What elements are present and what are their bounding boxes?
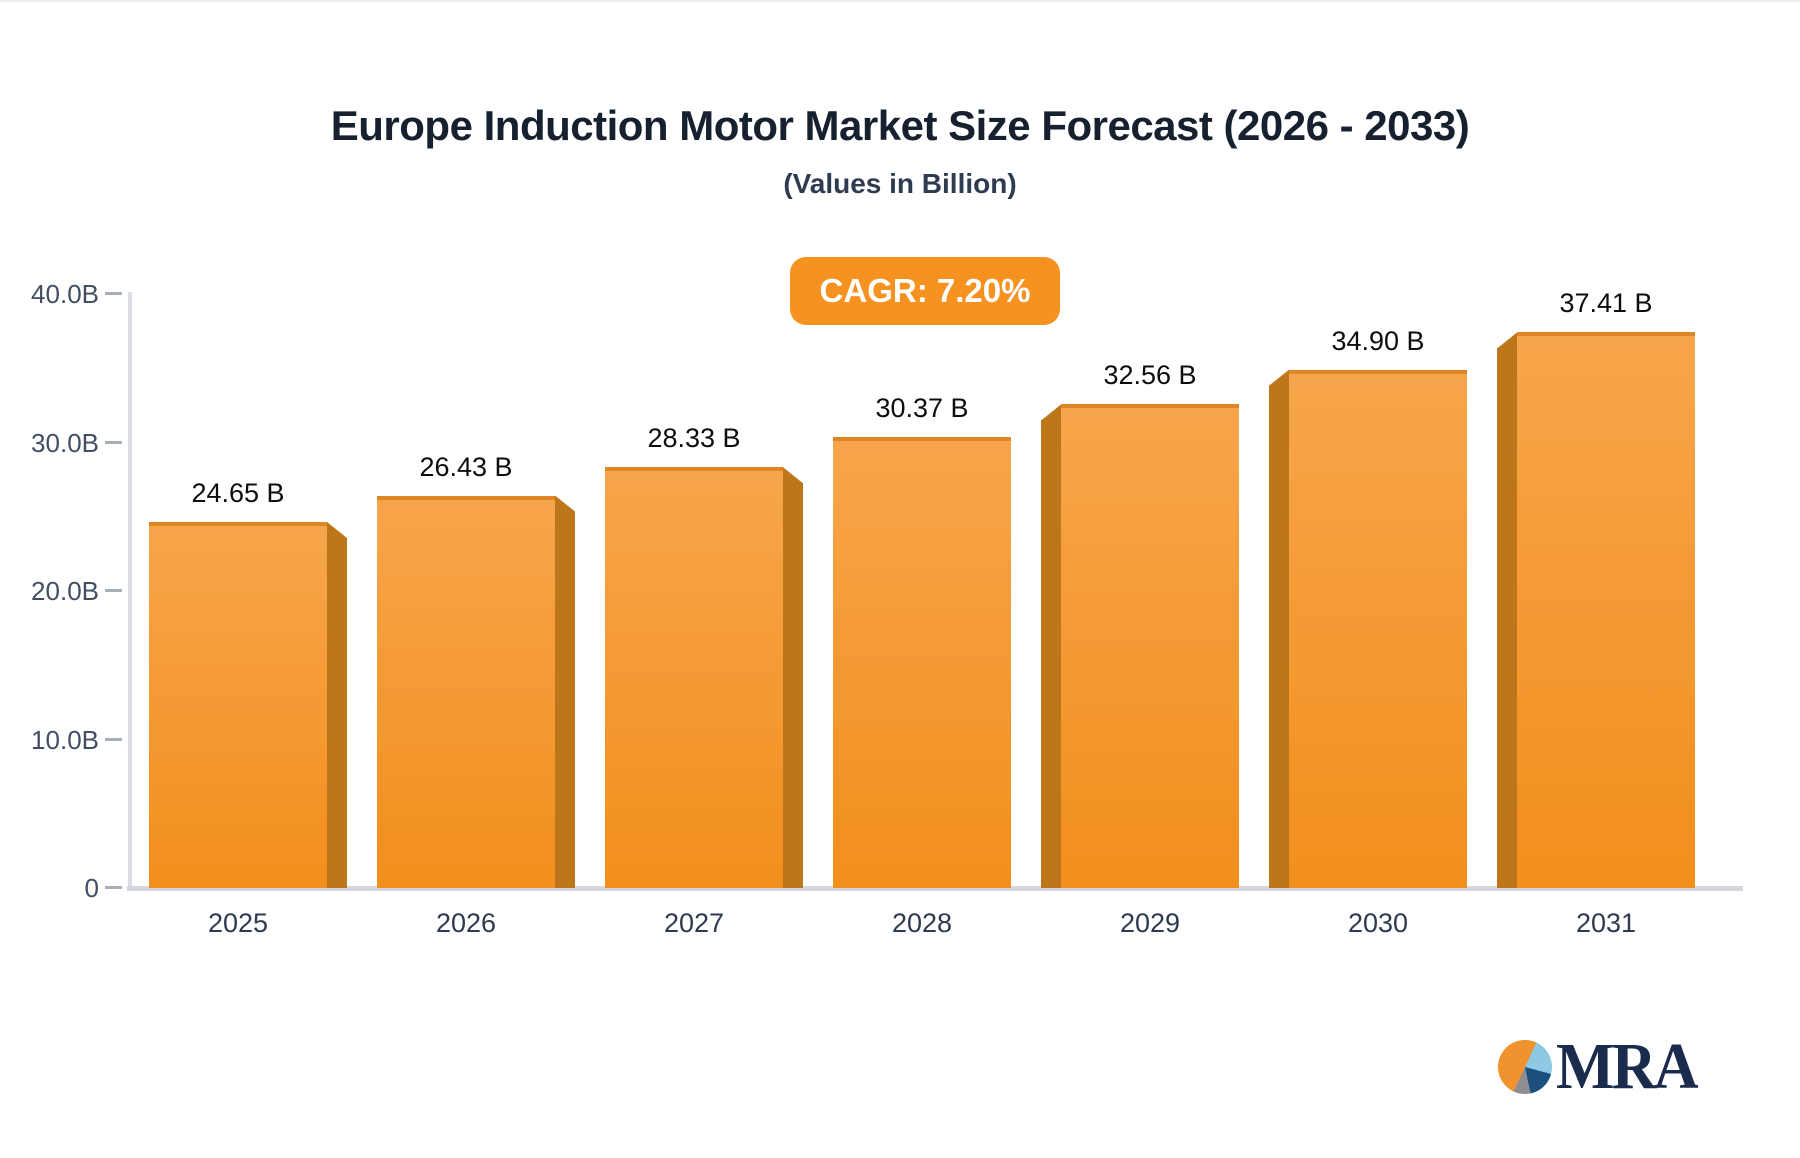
bar-value-label: 34.90 B bbox=[1331, 325, 1425, 356]
x-category-label: 2031 bbox=[1575, 908, 1637, 938]
y-tick-dash bbox=[105, 440, 122, 444]
x-category-label: 2027 bbox=[663, 908, 725, 938]
y-tick-dash bbox=[105, 589, 122, 592]
cagr-badge: CAGR: 7.20% bbox=[790, 257, 1060, 325]
bar-face bbox=[377, 495, 555, 888]
chart-title: Europe Induction Motor Market Size Forec… bbox=[330, 102, 1470, 149]
bar-face bbox=[1289, 369, 1467, 888]
y-tick-label: 0 bbox=[84, 873, 99, 903]
y-tick-dash bbox=[105, 292, 122, 295]
y-tick-label: 10.0B bbox=[31, 724, 99, 755]
pie-chart-logo-icon bbox=[1498, 1040, 1552, 1094]
bar-value-label: 28.33 B bbox=[647, 423, 741, 454]
logo-text: MRA bbox=[1556, 1030, 1699, 1103]
x-category-label: 2030 bbox=[1347, 908, 1409, 938]
bar-face bbox=[1517, 332, 1695, 888]
bar-face bbox=[833, 437, 1011, 888]
y-tick-label: 40.0B bbox=[31, 279, 99, 309]
chart-subtitle: (Values in Billion) bbox=[783, 168, 1017, 199]
y-tick-label: 30.0B bbox=[31, 427, 99, 458]
x-category-label: 2025 bbox=[207, 908, 269, 938]
y-tick-dash bbox=[105, 737, 122, 741]
bar-value-label: 37.41 B bbox=[1559, 288, 1653, 319]
x-category-label: 2029 bbox=[1119, 908, 1181, 938]
bar-value-label: 30.37 B bbox=[875, 393, 969, 423]
bar-side-face bbox=[1497, 332, 1517, 888]
y-tick-dash bbox=[105, 886, 122, 889]
bar-value-label: 24.65 B bbox=[191, 477, 285, 508]
bar-face bbox=[1061, 404, 1239, 888]
bar-value-label: 26.43 B bbox=[419, 451, 513, 482]
x-category-label: 2028 bbox=[891, 908, 953, 938]
bar-side-face bbox=[1041, 404, 1061, 888]
bar-side-face bbox=[327, 521, 347, 888]
bar-side-face bbox=[1269, 369, 1289, 888]
x-category-label: 2026 bbox=[435, 908, 497, 938]
cagr-badge-label: CAGR: 7.20% bbox=[819, 272, 1031, 309]
bar-value-label: 32.56 B bbox=[1103, 360, 1197, 391]
brand-logo: MRA bbox=[1498, 1030, 1705, 1103]
y-axis-line bbox=[128, 292, 132, 888]
bar-face bbox=[605, 467, 783, 888]
y-tick-label: 20.0B bbox=[31, 576, 99, 606]
bar-face bbox=[149, 521, 327, 888]
x-axis-line bbox=[127, 886, 1743, 891]
bar-side-face bbox=[783, 467, 803, 888]
bar-side-face bbox=[555, 495, 575, 888]
